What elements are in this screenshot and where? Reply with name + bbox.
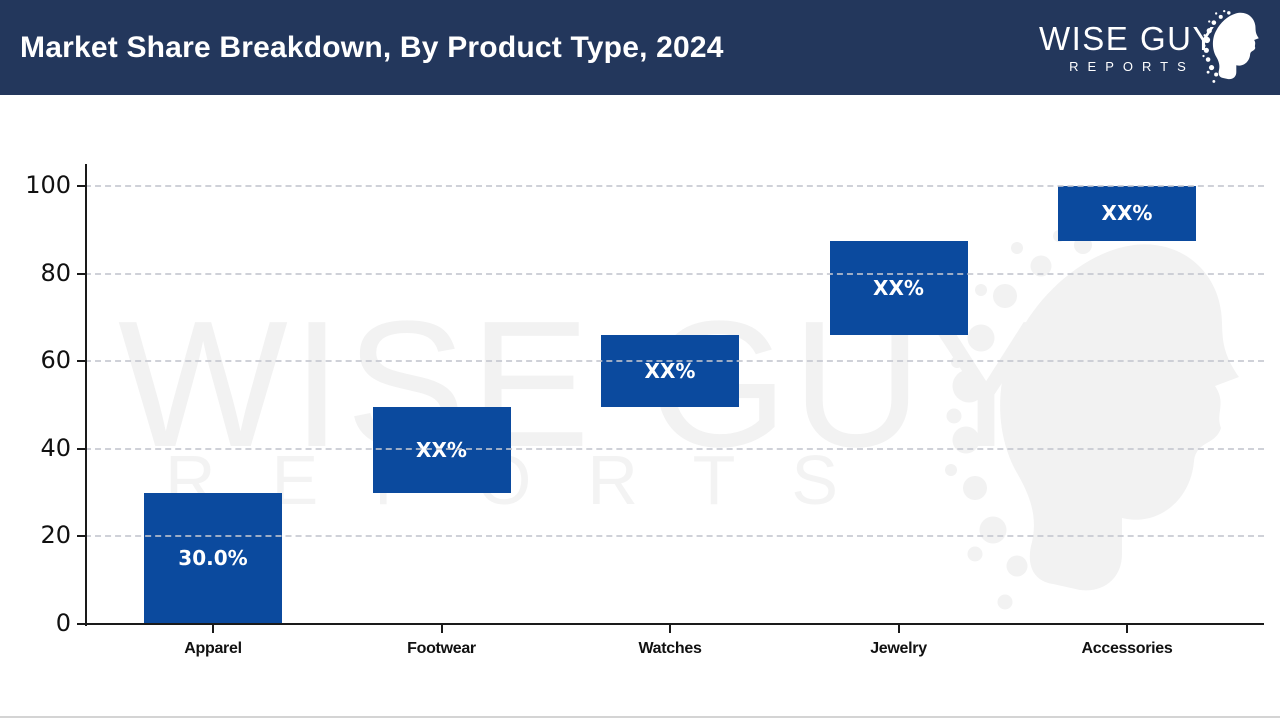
bar-watches: XX% [601,334,739,408]
x-axis-label: Apparel [184,640,242,657]
bar-value-label: XX% [644,359,696,384]
x-tick [440,625,443,633]
gridline-100 [85,185,1264,187]
y-axis-label: 100 [25,171,71,199]
bar-accessories: XX% [1058,186,1196,241]
head-logo-icon [1202,10,1266,86]
gridline-60 [85,360,1264,363]
x-axis-label: Jewelry [870,640,927,657]
logo-line1: WISE GUY [1038,19,1216,57]
x-tick [1126,625,1128,633]
gridline-20 [85,535,1264,538]
x-axis-label: Accessories [1081,640,1173,657]
wise-guy-logo: WISE GUY REPORTS [1039,10,1266,86]
gridline-80 [85,272,1264,275]
bar-value-label: XX% [416,437,467,462]
x-axis-line [85,623,1264,625]
y-tick [77,535,85,538]
page-title: Market Share Breakdown, By Product Type,… [20,30,724,64]
y-axis-label: 20 [40,521,71,550]
gridline-40 [85,447,1264,450]
y-axis-label: 40 [40,433,71,462]
chart-area: WISE GUY REPORTS 30.0% Apparel XX% Footwear… [0,95,1280,717]
y-axis-label: 80 [40,258,71,287]
x-axis-label: Footwear [407,640,476,657]
y-axis-label: 60 [40,346,71,375]
y-tick [77,447,85,450]
x-axis-label: Watches [638,640,702,657]
bar-value-label: XX% [873,275,924,300]
watermark-head-icon [945,230,1275,626]
logo-wordmark: WISE GUY REPORTS [1039,22,1216,74]
y-tick [77,623,85,625]
y-tick [77,272,85,275]
logo-line2: REPORTS [1069,58,1195,74]
header-bar: Market Share Breakdown, By Product Type,… [0,0,1280,95]
y-tick [77,360,85,363]
bar-footwear: XX% [372,407,511,493]
bar-value-label: 30.0% [178,546,248,571]
x-tick [669,625,671,633]
bar-jewelry: XX% [829,240,968,335]
y-axis-line [85,164,87,626]
y-axis-label: 0 [55,609,71,637]
bar-apparel: 30.0% [144,492,282,624]
x-tick [897,625,900,633]
bar-value-label: XX% [1101,201,1153,226]
bottom-border [0,716,1280,718]
x-tick [212,625,214,633]
y-tick [77,185,85,187]
